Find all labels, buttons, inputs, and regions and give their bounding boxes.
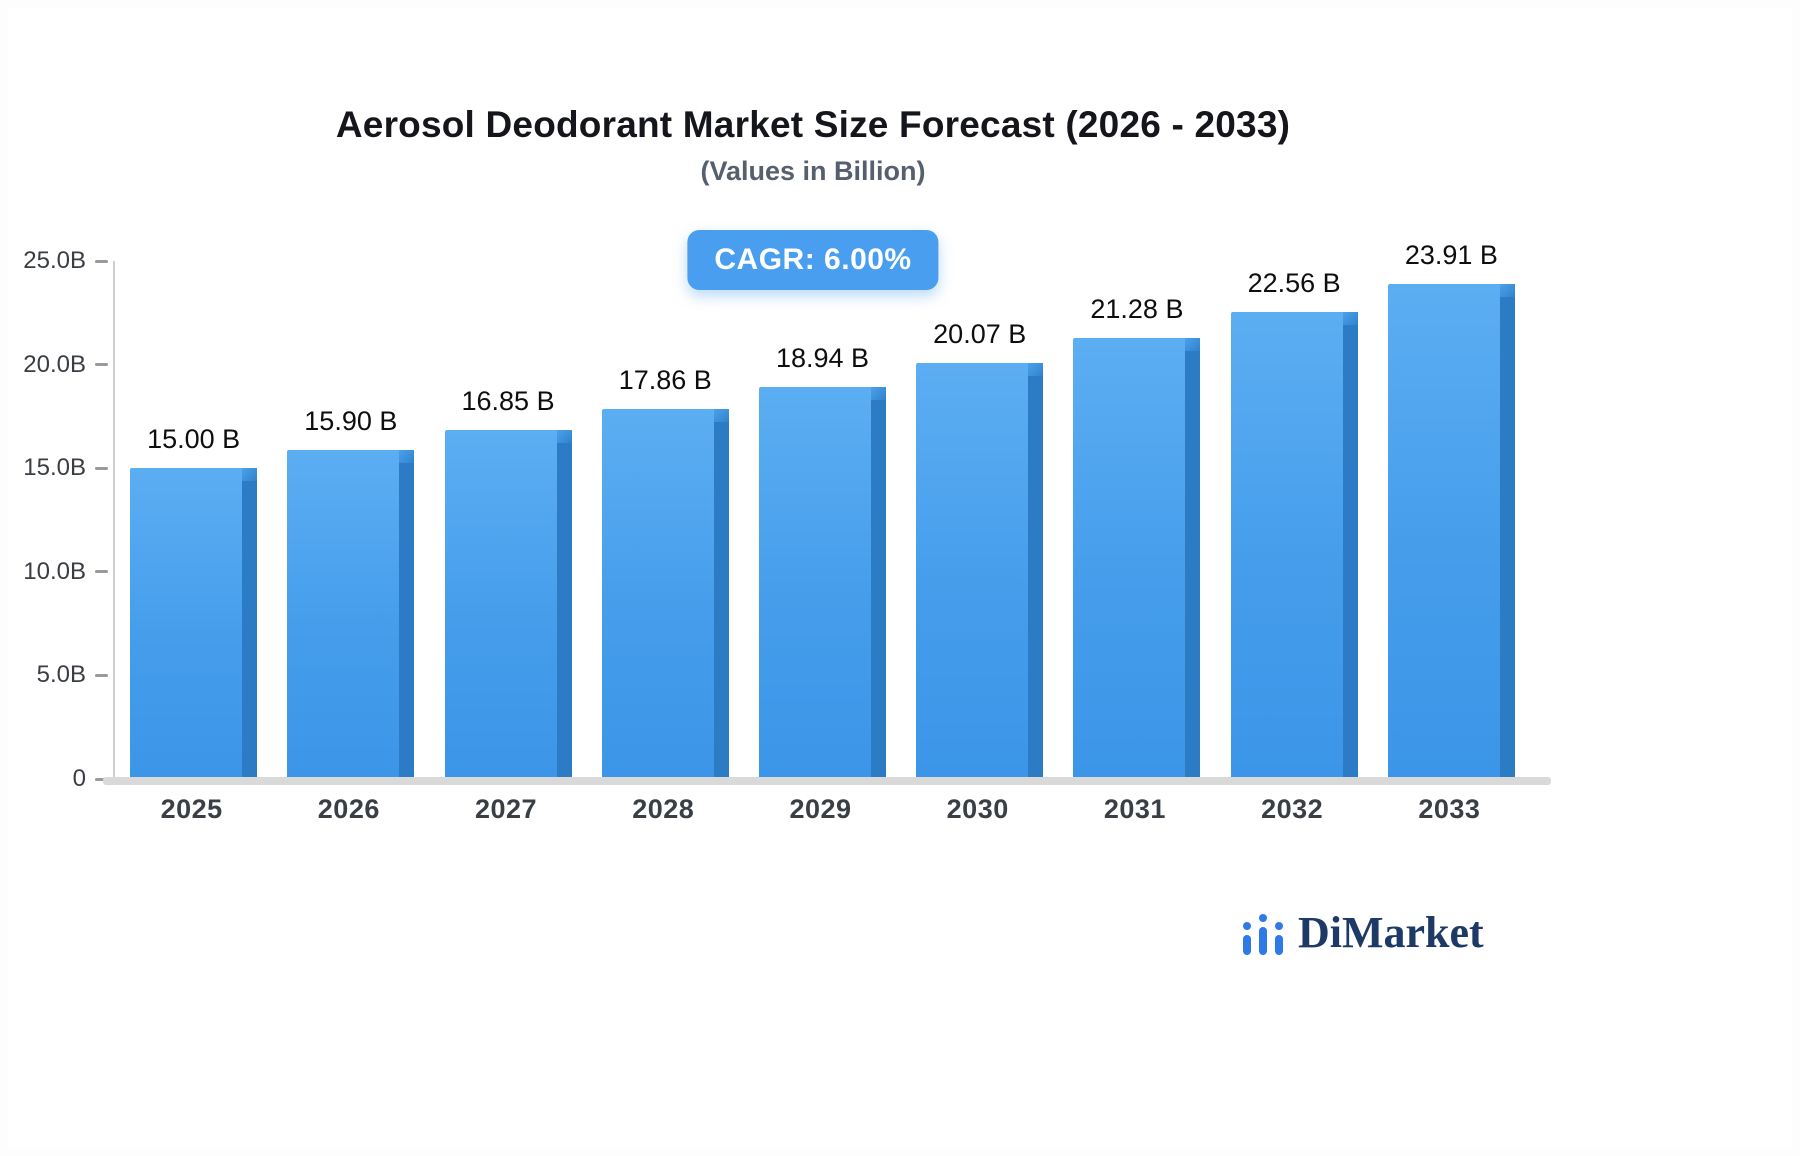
bar: 21.28 B (1073, 294, 1201, 779)
bar-column: 17.86 B (587, 261, 744, 779)
x-axis-line (103, 777, 1551, 785)
bar-column: 20.07 B (901, 261, 1058, 779)
x-axis-label: 2029 (789, 794, 852, 824)
logo-text: DiMarket (1298, 908, 1484, 957)
x-axis-label: 2025 (160, 794, 223, 824)
y-tick-label: 25.0B (23, 247, 86, 274)
bar-side-face (1028, 376, 1044, 779)
y-tick-label: 10.0B (23, 557, 86, 585)
bar-value-label: 18.94 B (775, 342, 870, 373)
bar-side-face (870, 399, 886, 779)
bar-value-label: 22.56 B (1247, 267, 1341, 298)
y-tick: 0 (8, 765, 108, 793)
y-tick-mark (95, 673, 108, 677)
y-tick-mark (95, 777, 108, 781)
dimarket-logo: DiMarket (1240, 911, 1484, 955)
bar-side-face (713, 421, 729, 779)
bar-value-label: 16.85 B (461, 385, 555, 416)
bar-side-face (399, 462, 415, 779)
bar-top-edge (556, 429, 572, 443)
bar-side-face (1342, 324, 1358, 779)
bar-face (1387, 283, 1500, 779)
bar: 17.86 B (601, 365, 729, 779)
bar-side-face (1185, 351, 1201, 779)
x-axis-label: 2032 (1261, 794, 1324, 824)
bar-column: 21.28 B (1058, 261, 1215, 779)
bar-value-label: 15.00 B (147, 424, 241, 455)
bar-side-face (1499, 296, 1515, 779)
x-axis-label: 2027 (475, 794, 538, 824)
bar-top-edge (1499, 283, 1515, 297)
y-tick-label: 5.0B (36, 661, 86, 689)
bar-face (1230, 311, 1343, 779)
x-axis-label: 2033 (1418, 794, 1481, 824)
bar-chart-icon (1243, 914, 1283, 955)
bar-value-label: 23.91 B (1404, 239, 1498, 270)
y-tick: 25.0B (8, 247, 108, 275)
bar: 16.85 B (444, 386, 572, 779)
bar-top-edge (399, 449, 415, 463)
bar-top-edge (1342, 311, 1358, 325)
bar-column: 22.56 B (1216, 261, 1373, 779)
y-tick-label: 15.0B (23, 454, 86, 482)
y-tick-mark (95, 466, 108, 470)
x-axis-labels: 2025 2026 2027 2028 2029 2030 2031 2032 2033 (113, 794, 1528, 825)
bar-face (1073, 338, 1186, 779)
x-axis-label: 2031 (1103, 794, 1166, 824)
bar-value-label: 17.86 B (618, 364, 712, 395)
bar-column: 16.85 B (429, 261, 586, 779)
bar-face (758, 386, 871, 779)
y-tick: 20.0B (8, 351, 108, 379)
bar-value-label: 21.28 B (1090, 294, 1184, 325)
bar-column: 23.91 B (1373, 240, 1530, 779)
y-axis: 0 5.0B 10.0B 15.0B 20.0B 25.0B (8, 247, 111, 792)
bar-value-label: 15.90 B (304, 405, 398, 436)
bar: 18.94 B (758, 343, 886, 779)
y-tick-mark (95, 259, 108, 263)
bar-top-edge (870, 386, 886, 400)
bar-side-face (242, 481, 258, 779)
bar-side-face (556, 442, 572, 779)
x-axis-label: 2030 (946, 794, 1009, 824)
bar-column: 15.00 B (115, 261, 272, 779)
chart-subtitle: (Values in Billion) (700, 156, 926, 186)
bar: 22.56 B (1230, 268, 1358, 779)
bar-column: 18.94 B (744, 261, 901, 779)
bar: 15.90 B (287, 406, 415, 779)
cagr-badge: CAGR: 6.00% (687, 230, 939, 290)
chart-card: Aerosol Deodorant Market Size Forecast (… (8, 8, 1792, 1148)
bar-top-edge (1028, 363, 1044, 377)
bar-top-edge (713, 408, 729, 422)
bar-column: 15.90 B (272, 261, 429, 779)
y-tick: 10.0B (8, 558, 108, 586)
bar: 23.91 B (1387, 240, 1515, 779)
y-tick-mark (95, 363, 108, 367)
bar-face (916, 363, 1029, 779)
y-tick-label: 0 (72, 765, 86, 792)
y-tick: 15.0B (8, 454, 108, 482)
y-tick-label: 20.0B (23, 350, 86, 378)
x-axis-label: 2028 (632, 794, 695, 824)
bar: 15.00 B (130, 424, 258, 779)
y-tick-mark (95, 570, 108, 574)
plot-area: 15.00 B 15.90 B 16.85 B 17.86 B 18.94 B 20.07… (113, 240, 1530, 779)
y-tick: 5.0B (8, 661, 108, 689)
bar-face (287, 449, 400, 779)
bar-face (130, 468, 243, 779)
chart-title: Aerosol Deodorant Market Size Forecast (… (335, 104, 1291, 145)
bar-face (601, 408, 714, 779)
bar-top-edge (1185, 338, 1201, 352)
bar-value-label: 20.07 B (933, 319, 1027, 350)
bar: 20.07 B (916, 319, 1044, 779)
bar-face (444, 429, 557, 779)
x-axis-label: 2026 (317, 794, 380, 824)
bar-top-edge (242, 468, 258, 482)
